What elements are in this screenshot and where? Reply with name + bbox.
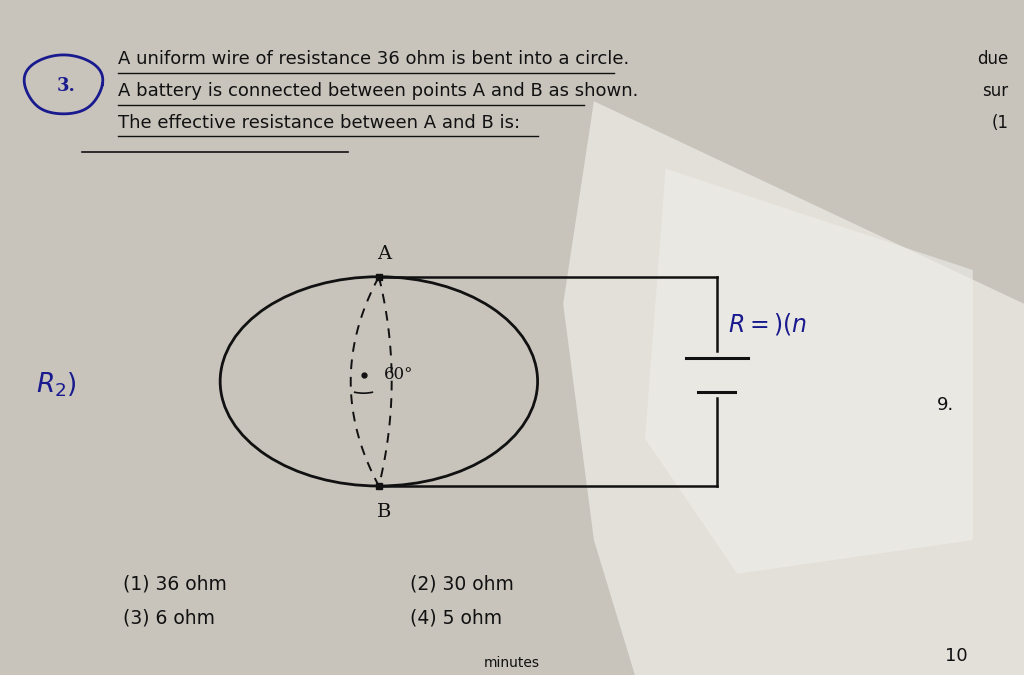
Text: minutes: minutes — [484, 656, 540, 670]
Text: 60°: 60° — [384, 366, 414, 383]
Text: due: due — [977, 51, 1009, 68]
Text: A battery is connected between points A and B as shown.: A battery is connected between points A … — [118, 82, 638, 100]
Text: 10: 10 — [945, 647, 968, 665]
Text: $R=)(n$: $R=)(n$ — [728, 311, 808, 337]
Text: (3) 6 ohm: (3) 6 ohm — [123, 608, 215, 627]
Text: B: B — [377, 503, 391, 521]
Text: The effective resistance between A and B is:: The effective resistance between A and B… — [118, 114, 520, 132]
Text: A: A — [377, 245, 391, 263]
Text: (1: (1 — [991, 114, 1009, 132]
Text: sur: sur — [982, 82, 1009, 100]
Text: (1) 36 ohm: (1) 36 ohm — [123, 574, 226, 593]
Text: (4) 5 ohm: (4) 5 ohm — [410, 608, 502, 627]
Text: 9.: 9. — [937, 396, 954, 414]
Polygon shape — [645, 169, 973, 574]
Polygon shape — [563, 101, 1024, 675]
Text: A uniform wire of resistance 36 ohm is bent into a circle.: A uniform wire of resistance 36 ohm is b… — [118, 51, 629, 68]
Text: $R_2)$: $R_2)$ — [36, 371, 77, 399]
Text: 3.: 3. — [57, 78, 76, 95]
Text: (2) 30 ohm: (2) 30 ohm — [410, 574, 513, 593]
